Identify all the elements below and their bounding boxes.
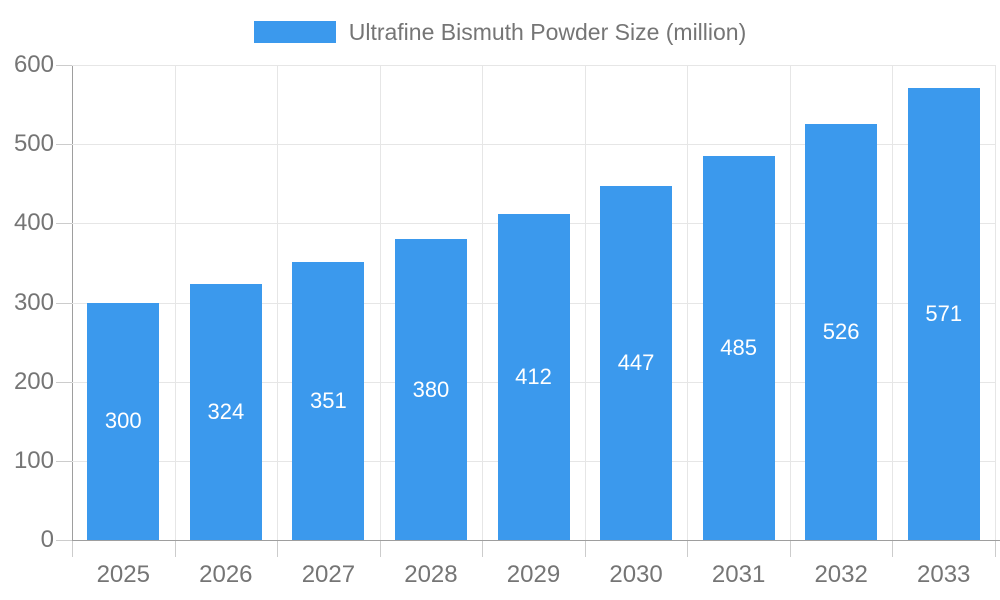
x-axis-label: 2027 — [301, 561, 356, 588]
y-tick — [56, 460, 72, 462]
x-axis-label: 2026 — [199, 561, 253, 588]
bar-value-label: 412 — [515, 363, 552, 389]
v-gridline — [995, 65, 996, 540]
y-axis-label: 500 — [13, 130, 54, 158]
y-tick — [56, 381, 72, 383]
x-axis-label: 2028 — [404, 561, 458, 588]
bar: 300 — [87, 302, 160, 540]
x-axis-label: 2033 — [917, 561, 971, 588]
bar-value-label: 380 — [412, 376, 450, 402]
bar: 412 — [497, 213, 570, 540]
x-axis-line — [72, 540, 1000, 541]
bar: 351 — [292, 262, 365, 540]
bar-value-label: 526 — [822, 318, 860, 344]
x-tick — [892, 541, 894, 557]
v-gridline — [482, 65, 484, 540]
x-axis-label: 2030 — [609, 561, 663, 588]
bar-value-label: 447 — [617, 350, 655, 376]
legend-series-label: Ultrafine Bismuth Powder Size (million) — [348, 18, 747, 45]
v-gridline — [687, 65, 689, 540]
x-tick — [995, 541, 996, 557]
bar: 447 — [600, 186, 673, 540]
h-gridline — [72, 144, 995, 146]
x-axis-label: 2031 — [711, 561, 766, 588]
x-axis-label: 2025 — [96, 561, 150, 588]
y-axis-label: 100 — [13, 446, 54, 474]
y-axis-label: 400 — [13, 209, 54, 237]
v-gridline — [174, 65, 176, 540]
bar-value-label: 324 — [207, 398, 245, 424]
v-gridline — [277, 65, 279, 540]
x-tick — [174, 541, 176, 557]
bar: 485 — [702, 156, 775, 540]
y-tick — [56, 144, 72, 146]
v-gridline — [892, 65, 894, 540]
bar: 380 — [394, 239, 467, 540]
plot-area: 300 324 351 380 412 447 485 526 571 — [72, 65, 996, 540]
h-gridline — [72, 65, 995, 66]
chart-legend: Ultrafine Bismuth Powder Size (million) — [0, 17, 1000, 47]
y-tick — [56, 223, 72, 225]
y-tick — [56, 540, 72, 541]
y-tick — [56, 302, 72, 304]
bar-value-label: 351 — [310, 388, 347, 414]
x-tick — [482, 541, 484, 557]
y-axis-label: 0 — [40, 526, 54, 553]
x-axis-label: 2029 — [506, 561, 561, 588]
x-tick — [277, 541, 279, 557]
bar: 324 — [189, 283, 262, 540]
x-tick — [72, 541, 73, 557]
x-tick — [379, 541, 381, 557]
y-tick — [56, 65, 72, 66]
v-gridline — [789, 65, 791, 540]
y-axis-label: 200 — [13, 367, 54, 395]
bar-value-label: 571 — [925, 300, 963, 326]
bar: 571 — [907, 87, 980, 540]
bar-value-label: 300 — [104, 408, 142, 434]
bar-value-label: 485 — [720, 335, 757, 361]
x-tick — [687, 541, 689, 557]
x-tick — [584, 541, 586, 557]
x-axis-label: 2032 — [814, 561, 868, 588]
y-axis-label: 300 — [13, 288, 54, 316]
bar: 526 — [805, 123, 878, 540]
x-tick — [789, 541, 791, 557]
legend-swatch — [253, 21, 336, 43]
v-gridline — [379, 65, 381, 540]
v-gridline — [584, 65, 586, 540]
y-axis-label: 600 — [13, 51, 54, 78]
